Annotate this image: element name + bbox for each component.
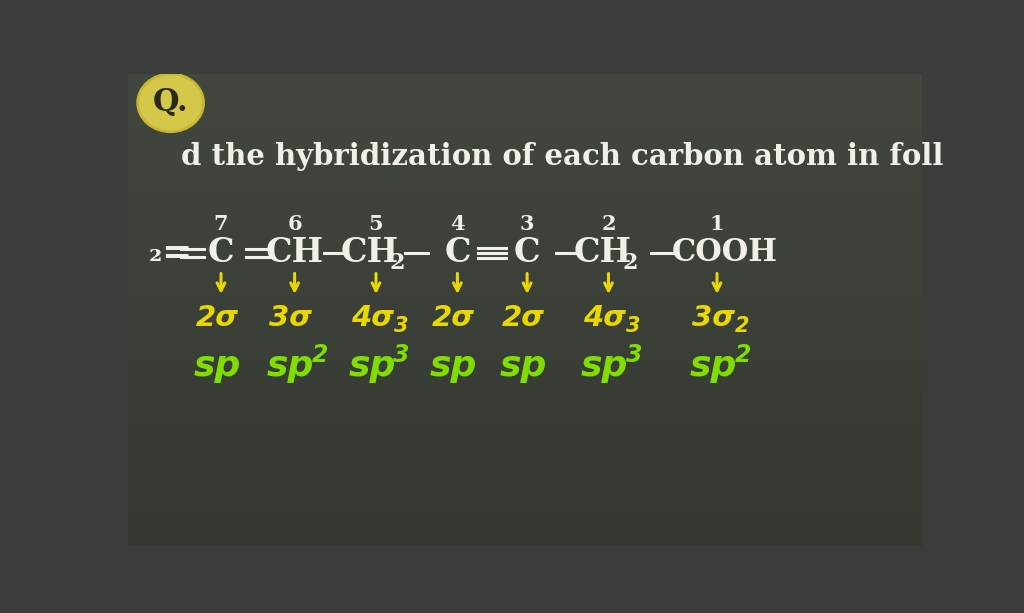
Text: 3: 3 [520, 215, 535, 235]
Text: CH: CH [573, 237, 632, 270]
Text: 2σ: 2σ [502, 305, 545, 332]
Text: 7: 7 [214, 215, 228, 235]
Text: 3: 3 [626, 316, 641, 336]
Text: 4: 4 [451, 215, 465, 235]
Text: sp: sp [267, 349, 314, 383]
Text: Q.: Q. [153, 87, 188, 118]
Text: 2σ: 2σ [196, 305, 239, 332]
Text: sp: sp [581, 349, 629, 383]
Text: 4σ: 4σ [350, 305, 393, 332]
Text: 6: 6 [288, 215, 302, 235]
Text: 3: 3 [393, 343, 410, 367]
Text: 3: 3 [626, 343, 642, 367]
Text: 2σ: 2σ [432, 305, 475, 332]
Text: sp: sp [194, 349, 241, 383]
Text: 1: 1 [710, 215, 724, 235]
Text: d the hybridization of each carbon atom in foll: d the hybridization of each carbon atom … [181, 142, 943, 171]
Text: 2: 2 [734, 316, 749, 336]
Text: 2: 2 [734, 343, 751, 367]
Text: ₂: ₂ [148, 237, 162, 268]
Text: C: C [444, 237, 471, 270]
Text: 5: 5 [369, 215, 383, 235]
Text: 4σ: 4σ [584, 305, 626, 332]
Text: 2: 2 [623, 252, 638, 274]
Text: C: C [514, 237, 541, 270]
Text: sp: sp [689, 349, 737, 383]
Text: C: C [208, 237, 234, 270]
Text: =: = [161, 236, 191, 270]
Text: 3σ: 3σ [691, 305, 734, 332]
Text: sp: sp [348, 349, 396, 383]
Text: 3: 3 [393, 316, 408, 336]
Text: sp: sp [430, 349, 477, 383]
Text: CH: CH [341, 237, 399, 270]
Text: sp: sp [500, 349, 547, 383]
Text: 2: 2 [312, 343, 329, 367]
Text: 2: 2 [601, 215, 615, 235]
Ellipse shape [137, 74, 204, 132]
Text: 3σ: 3σ [269, 305, 312, 332]
Text: COOH: COOH [672, 237, 778, 268]
Text: CH: CH [265, 237, 324, 270]
Text: 2: 2 [390, 252, 406, 274]
